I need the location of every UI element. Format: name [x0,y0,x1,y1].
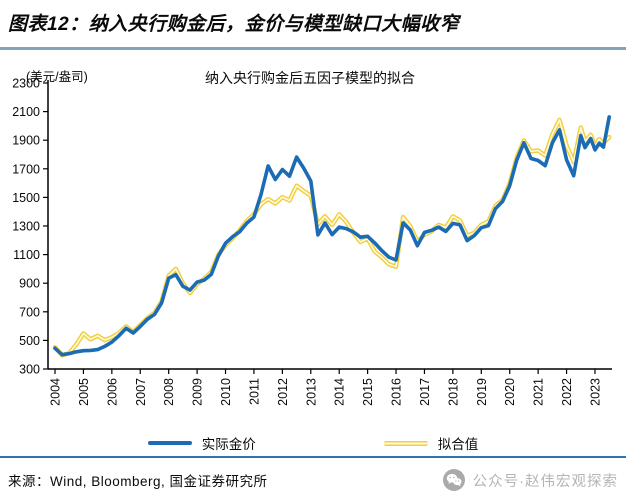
x-tick-label: 2015 [361,378,375,406]
chart-subtitle: 纳入央行购金后五因子模型的拟合 [205,70,415,86]
x-tick-label: 2011 [247,378,261,405]
legend-label-fitted: 拟合值 [437,437,479,452]
x-tick-label: 2021 [532,378,546,406]
y-tick-label: 1300 [12,220,40,234]
x-tick-label: 2013 [304,378,318,406]
header-divider [0,47,626,50]
x-tick-label: 2023 [588,378,602,406]
wechat-account-label: 公众号·赵伟宏观探索 [472,473,618,490]
gold-price-chart: 300 500 700 900 1100 1300 1500 1700 1900 2100 2300… [12,77,612,406]
x-tick-label: 2022 [560,378,574,406]
fitted-value-line-core [54,119,611,357]
chart-area: (美元/盎司) 纳入央行购金后五因子模型的拟合 300 500 700 900 1100… [0,58,626,430]
fitted-line-swatch [383,440,428,446]
y-tick-label: 1100 [13,248,40,262]
y-tick-label: 300 [19,363,40,377]
footer: 来源：Wind, Bloomberg, 国金证券研究所 公众号·赵伟宏观探索 [0,466,626,494]
source-text: 来源：Wind, Bloomberg, 国金证券研究所 [8,474,268,489]
x-tick-label: 2008 [162,378,176,406]
x-tick-label: 2018 [446,378,460,406]
x-tick-label: 2019 [475,378,489,406]
x-tick-label: 2007 [134,378,148,406]
x-tick-label: 2012 [276,378,290,406]
y-tick-label: 1700 [12,162,40,176]
actual-gold-price-line [53,115,612,357]
x-tick-label: 2006 [105,378,119,406]
y-tick-label: 900 [19,277,40,291]
chart-legend: 实际金价 拟合值 [0,433,626,453]
wechat-branding: 公众号·赵伟宏观探索 [442,468,618,492]
x-tick-label: 2020 [503,378,517,406]
actual-line-swatch [147,441,192,445]
y-tick-label: 1500 [12,191,40,205]
fitted-value-line [52,117,612,358]
x-tick-label: 2004 [49,378,63,406]
y-tick-label: 2100 [12,105,40,119]
x-tick-label: 2009 [191,378,205,406]
footer-divider [0,456,626,458]
y-axis-unit-label: (美元/盎司) [26,70,88,84]
wechat-icon [442,469,465,491]
x-tick-label: 2017 [418,378,432,406]
legend-item-fitted: 拟合值 [383,433,479,453]
y-tick-label: 2300 [12,77,40,91]
x-tick-label: 2016 [390,378,404,406]
legend-label-actual: 实际金价 [201,437,256,452]
legend-item-actual: 实际金价 [147,433,256,453]
y-tick-label: 500 [19,334,40,348]
y-tick-label: 700 [19,305,40,319]
page-title: 图表12：纳入央行购金后，金价与模型缺口大幅收窄 [8,14,460,35]
x-tick-label: 2014 [333,378,347,406]
x-tick-label: 2005 [77,378,91,406]
x-tick-label: 2010 [219,378,233,406]
y-tick-label: 1900 [12,134,40,148]
